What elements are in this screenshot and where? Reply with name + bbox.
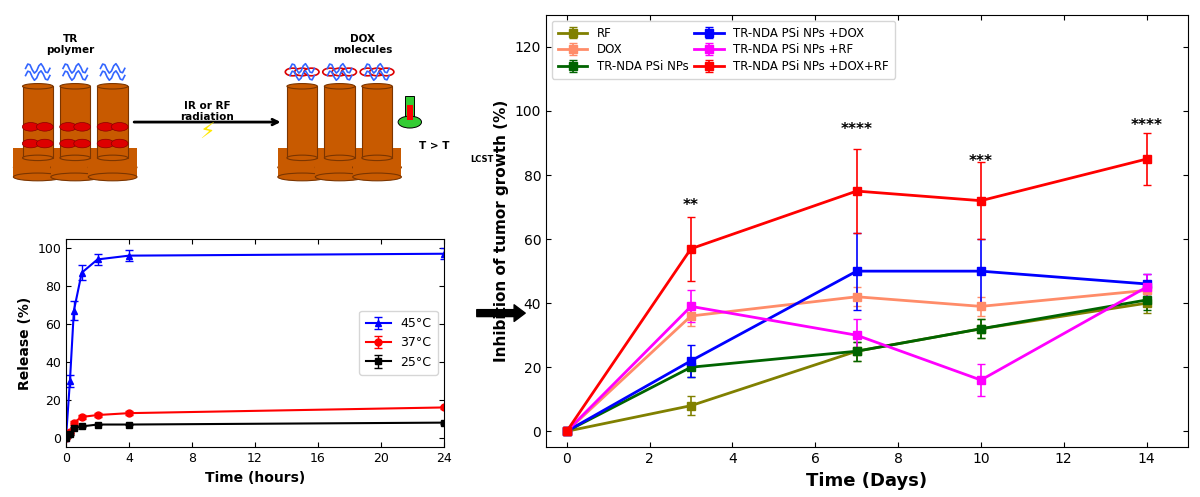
FancyBboxPatch shape bbox=[13, 148, 62, 177]
Text: ⚡: ⚡ bbox=[199, 123, 215, 143]
FancyBboxPatch shape bbox=[324, 86, 355, 158]
FancyBboxPatch shape bbox=[406, 96, 414, 120]
Ellipse shape bbox=[23, 83, 53, 89]
Circle shape bbox=[295, 68, 310, 76]
Ellipse shape bbox=[362, 83, 392, 89]
FancyBboxPatch shape bbox=[407, 105, 413, 120]
Ellipse shape bbox=[287, 155, 317, 161]
Ellipse shape bbox=[324, 155, 355, 161]
Circle shape bbox=[323, 68, 337, 76]
Ellipse shape bbox=[60, 83, 90, 89]
FancyBboxPatch shape bbox=[23, 86, 53, 158]
Ellipse shape bbox=[89, 173, 137, 181]
Text: ****: **** bbox=[841, 122, 872, 137]
FancyBboxPatch shape bbox=[50, 148, 100, 177]
Circle shape bbox=[112, 139, 128, 148]
Circle shape bbox=[23, 139, 40, 148]
Y-axis label: Release (%): Release (%) bbox=[18, 296, 31, 390]
FancyBboxPatch shape bbox=[60, 86, 90, 158]
Legend: 45°C, 37°C, 25°C: 45°C, 37°C, 25°C bbox=[359, 311, 438, 375]
Ellipse shape bbox=[316, 173, 364, 181]
Ellipse shape bbox=[50, 173, 100, 181]
Ellipse shape bbox=[362, 155, 392, 161]
Ellipse shape bbox=[278, 173, 326, 181]
Ellipse shape bbox=[60, 155, 90, 161]
Ellipse shape bbox=[353, 173, 401, 181]
Ellipse shape bbox=[23, 155, 53, 161]
Ellipse shape bbox=[353, 164, 401, 171]
FancyBboxPatch shape bbox=[278, 148, 326, 177]
Circle shape bbox=[304, 68, 319, 76]
X-axis label: Time (hours): Time (hours) bbox=[205, 471, 305, 485]
FancyBboxPatch shape bbox=[287, 86, 317, 158]
Circle shape bbox=[73, 123, 91, 131]
Y-axis label: Inhibition of tumor growth (%): Inhibition of tumor growth (%) bbox=[494, 100, 509, 362]
Text: ***: *** bbox=[968, 154, 992, 168]
Legend: RF, DOX, TR-NDA PSi NPs, TR-NDA PSi NPs +DOX, TR-NDA PSi NPs +RF, TR-NDA PSi NPs: RF, DOX, TR-NDA PSi NPs, TR-NDA PSi NPs … bbox=[552, 21, 895, 79]
Ellipse shape bbox=[278, 164, 326, 171]
Circle shape bbox=[379, 68, 394, 76]
Circle shape bbox=[112, 123, 128, 131]
Circle shape bbox=[60, 139, 77, 148]
Text: T > T: T > T bbox=[419, 141, 450, 151]
FancyBboxPatch shape bbox=[362, 86, 392, 158]
Circle shape bbox=[286, 68, 300, 76]
Circle shape bbox=[36, 123, 53, 131]
Circle shape bbox=[97, 139, 114, 148]
Circle shape bbox=[360, 68, 376, 76]
Ellipse shape bbox=[97, 155, 128, 161]
Circle shape bbox=[36, 139, 53, 148]
Ellipse shape bbox=[287, 83, 317, 89]
FancyBboxPatch shape bbox=[316, 148, 364, 177]
Text: IR or RF
radiation: IR or RF radiation bbox=[180, 100, 234, 122]
Circle shape bbox=[398, 116, 421, 128]
Text: DOX
molecules: DOX molecules bbox=[334, 34, 392, 55]
Ellipse shape bbox=[89, 164, 137, 171]
FancyBboxPatch shape bbox=[97, 86, 128, 158]
Circle shape bbox=[332, 68, 347, 76]
FancyBboxPatch shape bbox=[89, 148, 137, 177]
X-axis label: Time (Days): Time (Days) bbox=[806, 472, 928, 490]
Ellipse shape bbox=[13, 173, 62, 181]
Circle shape bbox=[73, 139, 91, 148]
Ellipse shape bbox=[97, 83, 128, 89]
Ellipse shape bbox=[324, 83, 355, 89]
Text: **: ** bbox=[683, 198, 698, 214]
Circle shape bbox=[97, 123, 114, 131]
Ellipse shape bbox=[316, 164, 364, 171]
Circle shape bbox=[342, 68, 356, 76]
Text: TR
polymer: TR polymer bbox=[47, 34, 95, 55]
Circle shape bbox=[23, 123, 40, 131]
Ellipse shape bbox=[13, 164, 62, 171]
Text: ****: **** bbox=[1130, 118, 1163, 133]
Ellipse shape bbox=[50, 164, 100, 171]
Circle shape bbox=[60, 123, 77, 131]
FancyBboxPatch shape bbox=[353, 148, 401, 177]
Circle shape bbox=[370, 68, 384, 76]
Text: LCST: LCST bbox=[470, 155, 494, 164]
